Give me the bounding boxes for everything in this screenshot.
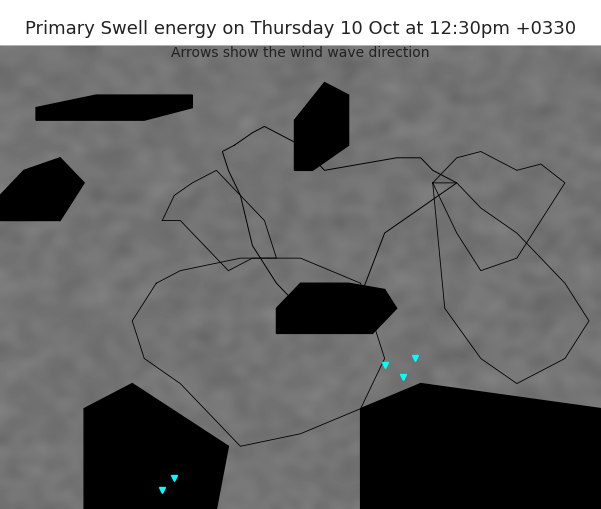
Polygon shape (36, 96, 192, 121)
Text: Primary Swell energy on Thursday 10 Oct at 12:30pm +0330: Primary Swell energy on Thursday 10 Oct … (25, 20, 576, 38)
Polygon shape (0, 158, 84, 221)
Text: Arrows show the wind wave direction: Arrows show the wind wave direction (171, 46, 430, 60)
Polygon shape (361, 384, 601, 509)
Polygon shape (294, 83, 349, 171)
Polygon shape (276, 284, 397, 334)
Polygon shape (84, 384, 228, 509)
